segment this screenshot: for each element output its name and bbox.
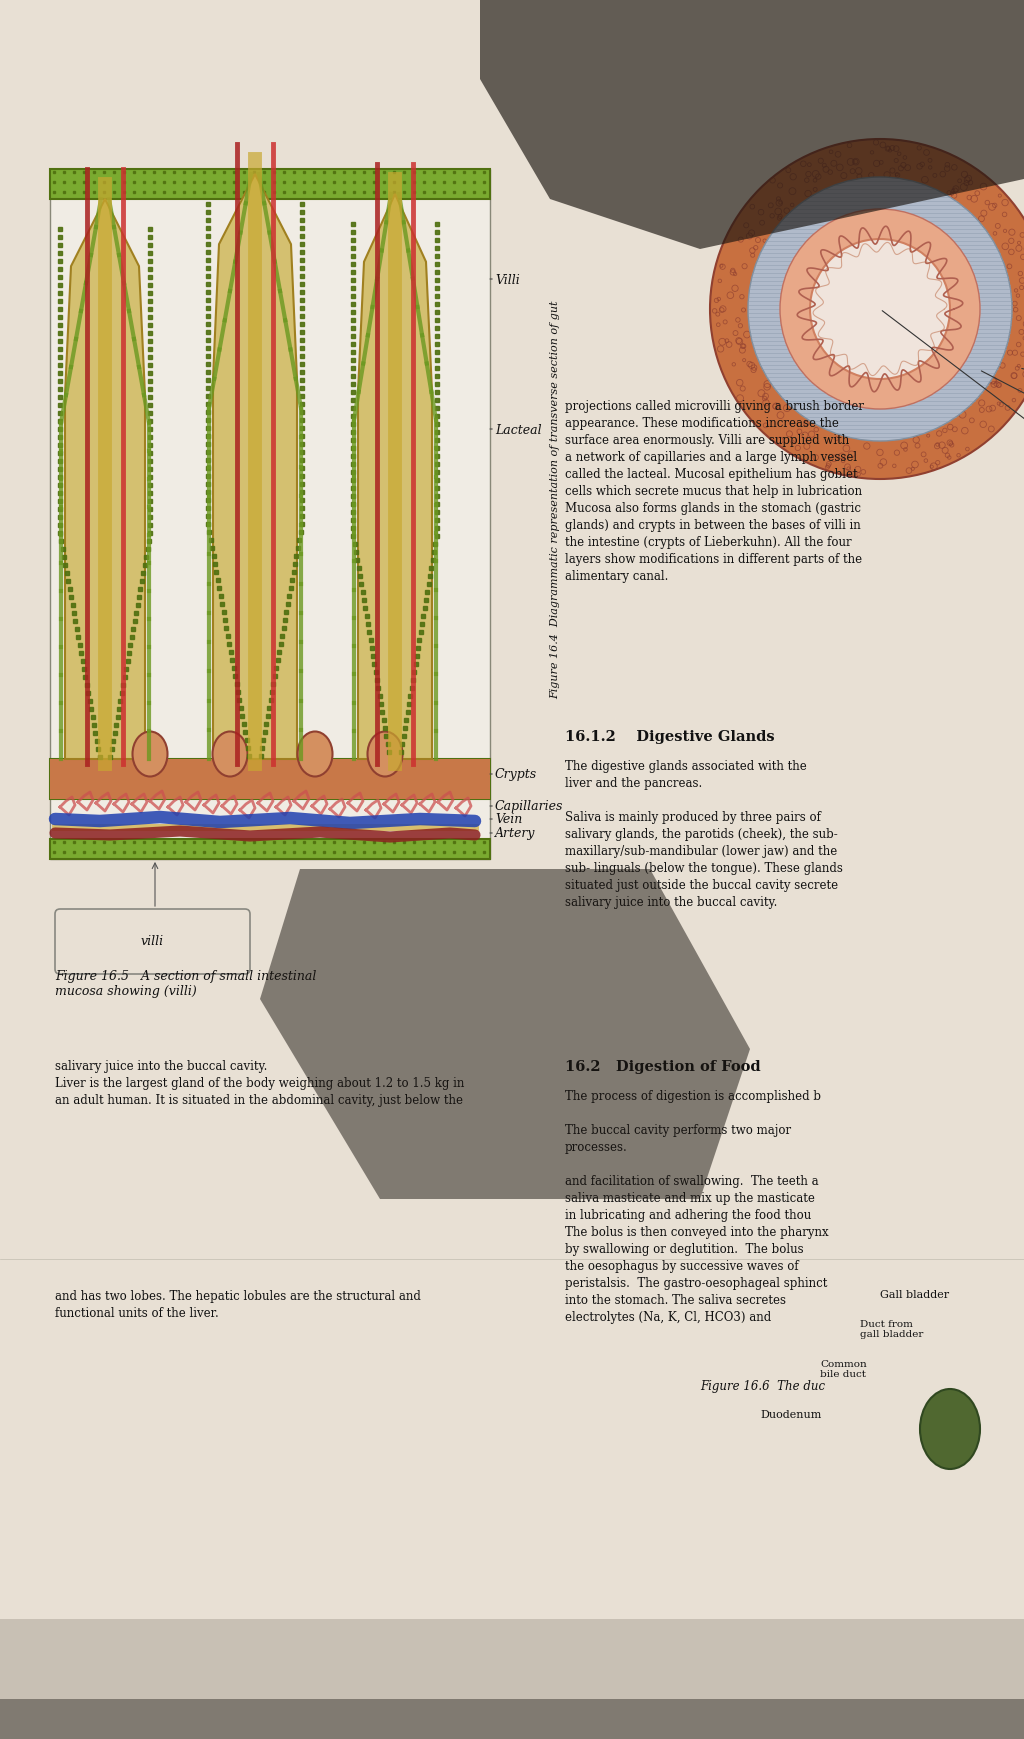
Text: projections called microvilli giving a brush border
appearance. These modificati: projections called microvilli giving a b… — [565, 400, 864, 583]
Text: 16.1.2    Digestive Glands: 16.1.2 Digestive Glands — [565, 730, 774, 744]
Polygon shape — [213, 176, 297, 760]
Text: Figure 16.4  Diagrammatic representation of transverse section of gut: Figure 16.4 Diagrammatic representation … — [550, 301, 560, 699]
Text: and has two lobes. The hepatic lobules are the structural and
functional units o: and has two lobes. The hepatic lobules a… — [55, 1289, 421, 1320]
Text: Common
bile duct: Common bile duct — [820, 1360, 866, 1379]
FancyBboxPatch shape — [0, 0, 1024, 1619]
Text: villi: villi — [140, 936, 164, 948]
FancyBboxPatch shape — [50, 170, 490, 200]
Polygon shape — [65, 200, 145, 760]
Text: Capillaries: Capillaries — [490, 800, 563, 814]
Text: Gall bladder: Gall bladder — [880, 1289, 949, 1299]
Ellipse shape — [298, 732, 333, 777]
FancyBboxPatch shape — [50, 170, 490, 859]
FancyBboxPatch shape — [50, 760, 490, 800]
Circle shape — [710, 139, 1024, 480]
Text: Artery: Artery — [490, 828, 536, 840]
Text: Duodenum: Duodenum — [760, 1409, 821, 1419]
Text: The digestive glands associated with the
liver and the pancreas.

Saliva is main: The digestive glands associated with the… — [565, 760, 843, 908]
Ellipse shape — [920, 1389, 980, 1469]
FancyBboxPatch shape — [50, 840, 490, 859]
FancyBboxPatch shape — [55, 909, 250, 974]
Ellipse shape — [132, 732, 168, 777]
Text: Sub-mucosa: Sub-mucosa — [1022, 369, 1024, 396]
Text: 16.2   Digestion of Food: 16.2 Digestion of Food — [565, 1059, 761, 1073]
Circle shape — [810, 240, 950, 379]
Text: Mucosa: Mucosa — [981, 372, 1024, 436]
Text: The process of digestion is accomplished b

The buccal cavity performs two major: The process of digestion is accomplished… — [565, 1089, 828, 1323]
Text: salivary juice into the buccal cavity.
Liver is the largest gland of the body we: salivary juice into the buccal cavity. L… — [55, 1059, 464, 1106]
Circle shape — [780, 210, 980, 410]
Text: Duct from
gall bladder: Duct from gall bladder — [860, 1320, 924, 1339]
Text: Crypts: Crypts — [490, 769, 538, 781]
Circle shape — [748, 177, 1012, 442]
Text: Lacteal: Lacteal — [490, 423, 542, 436]
Ellipse shape — [368, 732, 402, 777]
FancyBboxPatch shape — [50, 760, 490, 800]
Polygon shape — [260, 870, 750, 1200]
Polygon shape — [358, 195, 432, 760]
Text: Lumen: Lumen — [883, 311, 1024, 476]
Ellipse shape — [213, 732, 248, 777]
Text: Vein: Vein — [490, 814, 522, 826]
Text: Figure 16.6  The duc: Figure 16.6 The duc — [700, 1379, 825, 1393]
Polygon shape — [480, 0, 1024, 250]
Text: Figure 16.5   A section of small intestinal
mucosa showing (villi): Figure 16.5 A section of small intestina… — [55, 969, 316, 998]
Polygon shape — [0, 1699, 1024, 1739]
Text: Villi: Villi — [490, 273, 520, 287]
